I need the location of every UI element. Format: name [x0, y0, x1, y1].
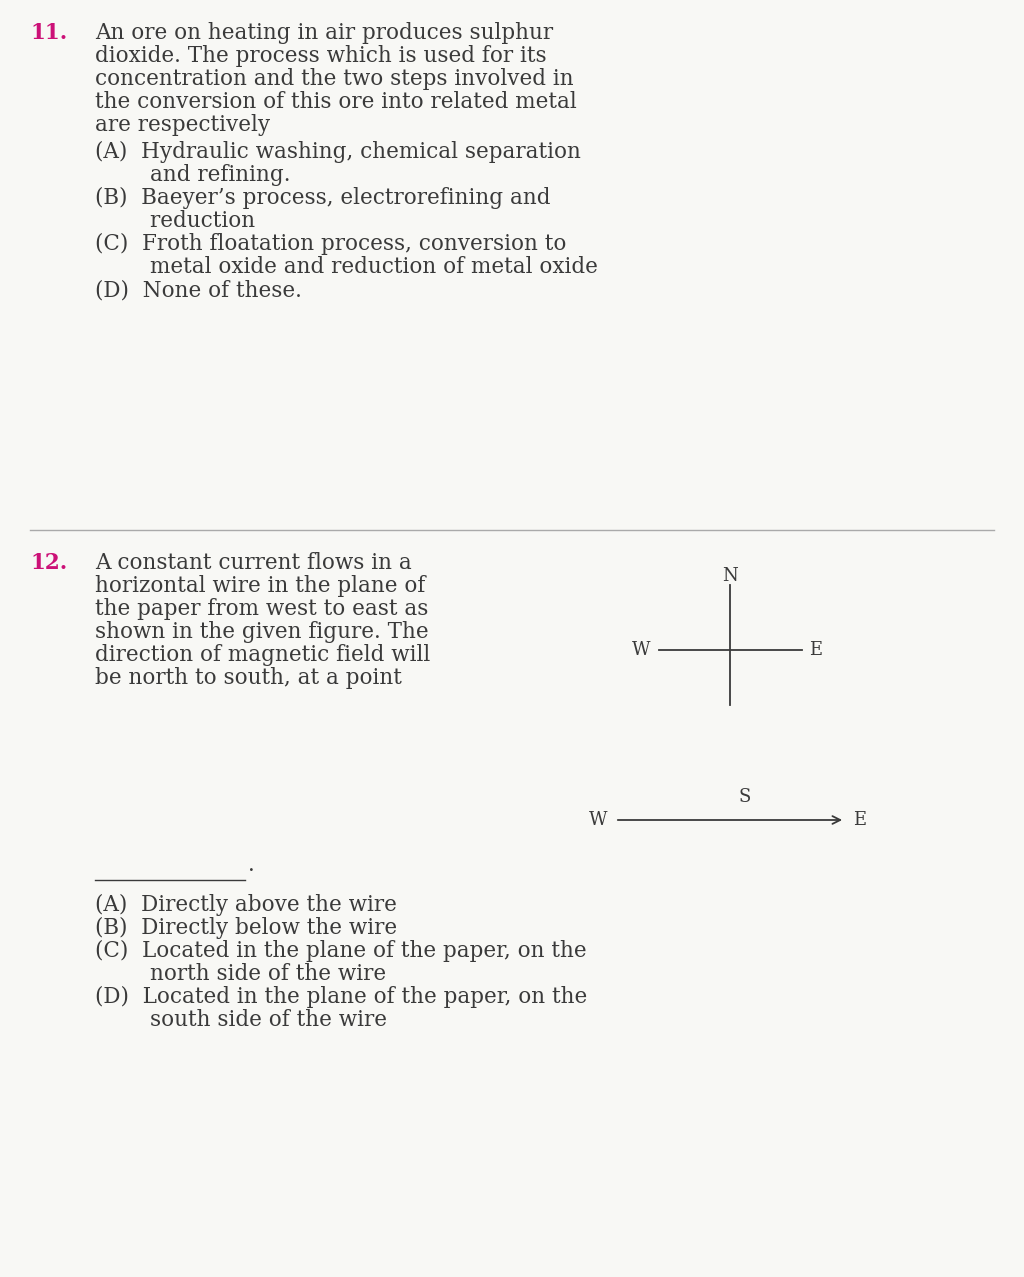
Text: be north to south, at a point: be north to south, at a point — [95, 667, 401, 690]
Text: shown in the given figure. The: shown in the given figure. The — [95, 621, 429, 644]
Text: S: S — [738, 788, 751, 806]
Text: W: W — [589, 811, 607, 829]
Text: E: E — [853, 811, 866, 829]
Text: E: E — [810, 641, 822, 659]
Text: (C)  Froth floatation process, conversion to: (C) Froth floatation process, conversion… — [95, 232, 566, 255]
Text: (D)  None of these.: (D) None of these. — [95, 278, 302, 301]
Text: (B)  Baeyer’s process, electrorefining and: (B) Baeyer’s process, electrorefining an… — [95, 186, 551, 209]
Text: reduction: reduction — [95, 209, 255, 232]
Text: metal oxide and reduction of metal oxide: metal oxide and reduction of metal oxide — [95, 255, 598, 278]
Text: (A)  Hydraulic washing, chemical separation: (A) Hydraulic washing, chemical separati… — [95, 140, 581, 163]
Text: .: . — [248, 854, 255, 876]
Text: the conversion of this ore into related metal: the conversion of this ore into related … — [95, 91, 577, 112]
Text: W: W — [632, 641, 650, 659]
Text: are respectively: are respectively — [95, 114, 270, 135]
Text: (B)  Directly below the wire: (B) Directly below the wire — [95, 917, 397, 939]
Text: direction of magnetic field will: direction of magnetic field will — [95, 644, 430, 667]
Text: concentration and the two steps involved in: concentration and the two steps involved… — [95, 68, 573, 89]
Text: 12.: 12. — [30, 552, 68, 573]
Text: south side of the wire: south side of the wire — [95, 1009, 387, 1031]
Text: (C)  Located in the plane of the paper, on the: (C) Located in the plane of the paper, o… — [95, 940, 587, 962]
Text: An ore on heating in air produces sulphur: An ore on heating in air produces sulphu… — [95, 22, 553, 43]
Text: N: N — [722, 567, 738, 585]
Text: (A)  Directly above the wire: (A) Directly above the wire — [95, 894, 397, 916]
Text: and refining.: and refining. — [95, 163, 291, 186]
Text: the paper from west to east as: the paper from west to east as — [95, 598, 428, 621]
Text: horizontal wire in the plane of: horizontal wire in the plane of — [95, 575, 425, 598]
Text: A constant current flows in a: A constant current flows in a — [95, 552, 412, 573]
Text: north side of the wire: north side of the wire — [95, 963, 386, 985]
Text: (D)  Located in the plane of the paper, on the: (D) Located in the plane of the paper, o… — [95, 986, 587, 1008]
Text: 11.: 11. — [30, 22, 68, 43]
Text: dioxide. The process which is used for its: dioxide. The process which is used for i… — [95, 45, 547, 66]
